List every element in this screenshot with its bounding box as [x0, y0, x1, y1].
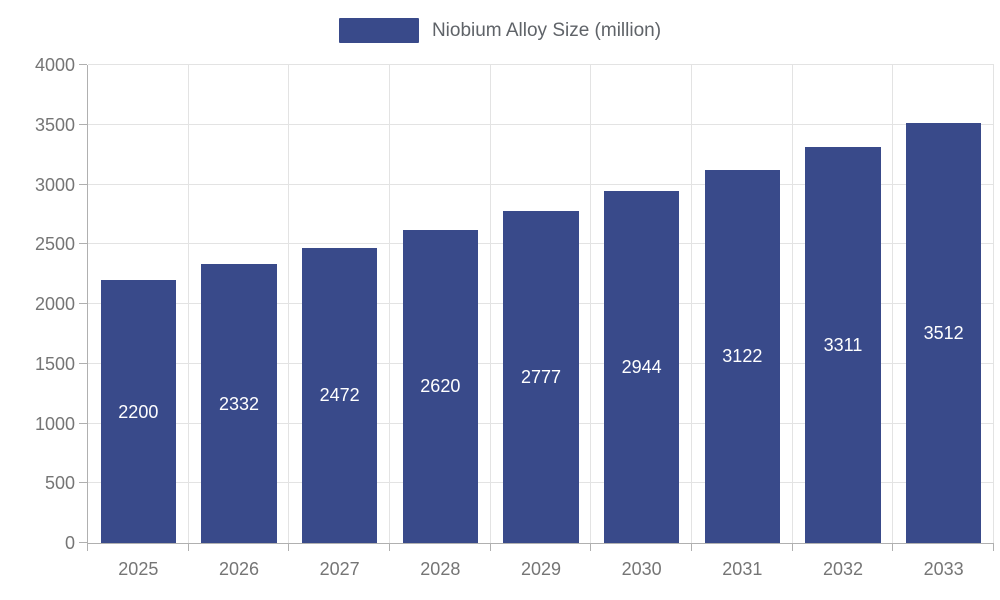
y-tick	[79, 183, 87, 185]
bar-value-label: 3122	[722, 346, 763, 367]
bar-value-label: 2777	[520, 367, 562, 388]
y-tick-label: 2000	[34, 294, 75, 314]
bar: 2200	[100, 280, 177, 543]
bar: 2332	[201, 264, 277, 543]
x-tick	[389, 543, 390, 551]
x-tick-label: 2032	[822, 559, 863, 579]
y-tick-label: 500	[44, 473, 75, 494]
y-gridline	[88, 123, 994, 125]
plot-area: 0 500 1000 1500 2000 2500 3000 3500 4000 2200 2025…	[35, 56, 994, 578]
bar: 2777	[503, 211, 579, 543]
bar-value-label: 2620	[420, 376, 461, 397]
y-tick	[79, 123, 87, 125]
legend-label: Niobium Alloy Size (million)	[431, 19, 662, 41]
y-tick	[79, 64, 87, 65]
bar-value-label: 3311	[823, 335, 863, 356]
bar-value-label: 2944	[621, 357, 662, 378]
x-gridline	[489, 65, 491, 543]
x-gridline	[993, 65, 994, 543]
y-tick-label: 4000	[34, 55, 75, 75]
x-tick	[993, 543, 994, 551]
y-tick-label: 2500	[34, 234, 75, 255]
x-tick	[288, 543, 290, 551]
bar: 3512	[905, 123, 982, 543]
x-tick	[187, 543, 189, 551]
y-gridline	[88, 64, 994, 65]
x-gridline	[892, 65, 894, 543]
y-tick-label: 3500	[34, 114, 75, 135]
y-tick	[79, 243, 87, 245]
bar: 3122	[704, 169, 781, 543]
legend-swatch-icon	[338, 18, 419, 43]
y-tick-label: 0	[64, 533, 75, 553]
x-tick-label: 2031	[722, 559, 763, 579]
bar-value-label: 2332	[218, 393, 260, 414]
bar-value-label: 3512	[923, 323, 964, 344]
x-tick	[590, 543, 592, 551]
x-tick-label: 2026	[218, 559, 259, 579]
x-gridline	[691, 65, 692, 543]
y-tick	[79, 422, 87, 424]
x-gridline	[187, 65, 189, 543]
y-tick	[79, 362, 87, 364]
x-tick	[892, 543, 894, 551]
x-gridline	[288, 65, 290, 543]
x-tick-label: 2025	[118, 559, 159, 579]
y-tick	[79, 303, 87, 304]
y-gridline	[88, 183, 994, 185]
y-tick-label: 1000	[34, 413, 75, 434]
bar-value-label: 2200	[118, 401, 159, 422]
x-gridline	[389, 65, 390, 543]
y-tick-label: 3000	[34, 174, 75, 195]
x-tick-label: 2029	[520, 559, 561, 579]
legend-item[interactable]: Niobium Alloy Size (million)	[338, 18, 662, 43]
x-gridline	[791, 65, 793, 543]
x-tick-label: 2030	[621, 559, 662, 579]
x-tick-label: 2028	[420, 559, 461, 579]
x-tick	[87, 543, 88, 551]
bar: 2944	[603, 191, 680, 543]
x-tick	[791, 543, 793, 551]
y-tick	[79, 542, 87, 543]
x-tick	[691, 543, 692, 551]
x-tick	[489, 543, 491, 551]
bar: 2620	[402, 229, 479, 543]
bar-value-label: 2472	[319, 385, 360, 406]
x-tick-label: 2033	[923, 559, 964, 579]
x-gridline	[590, 65, 592, 543]
legend: Niobium Alloy Size (million)	[0, 18, 1000, 43]
bar: 2472	[301, 247, 378, 543]
y-tick	[79, 482, 87, 484]
x-tick-label: 2027	[319, 559, 360, 579]
y-tick-label: 1500	[34, 353, 75, 374]
bar: 3311	[805, 147, 881, 543]
